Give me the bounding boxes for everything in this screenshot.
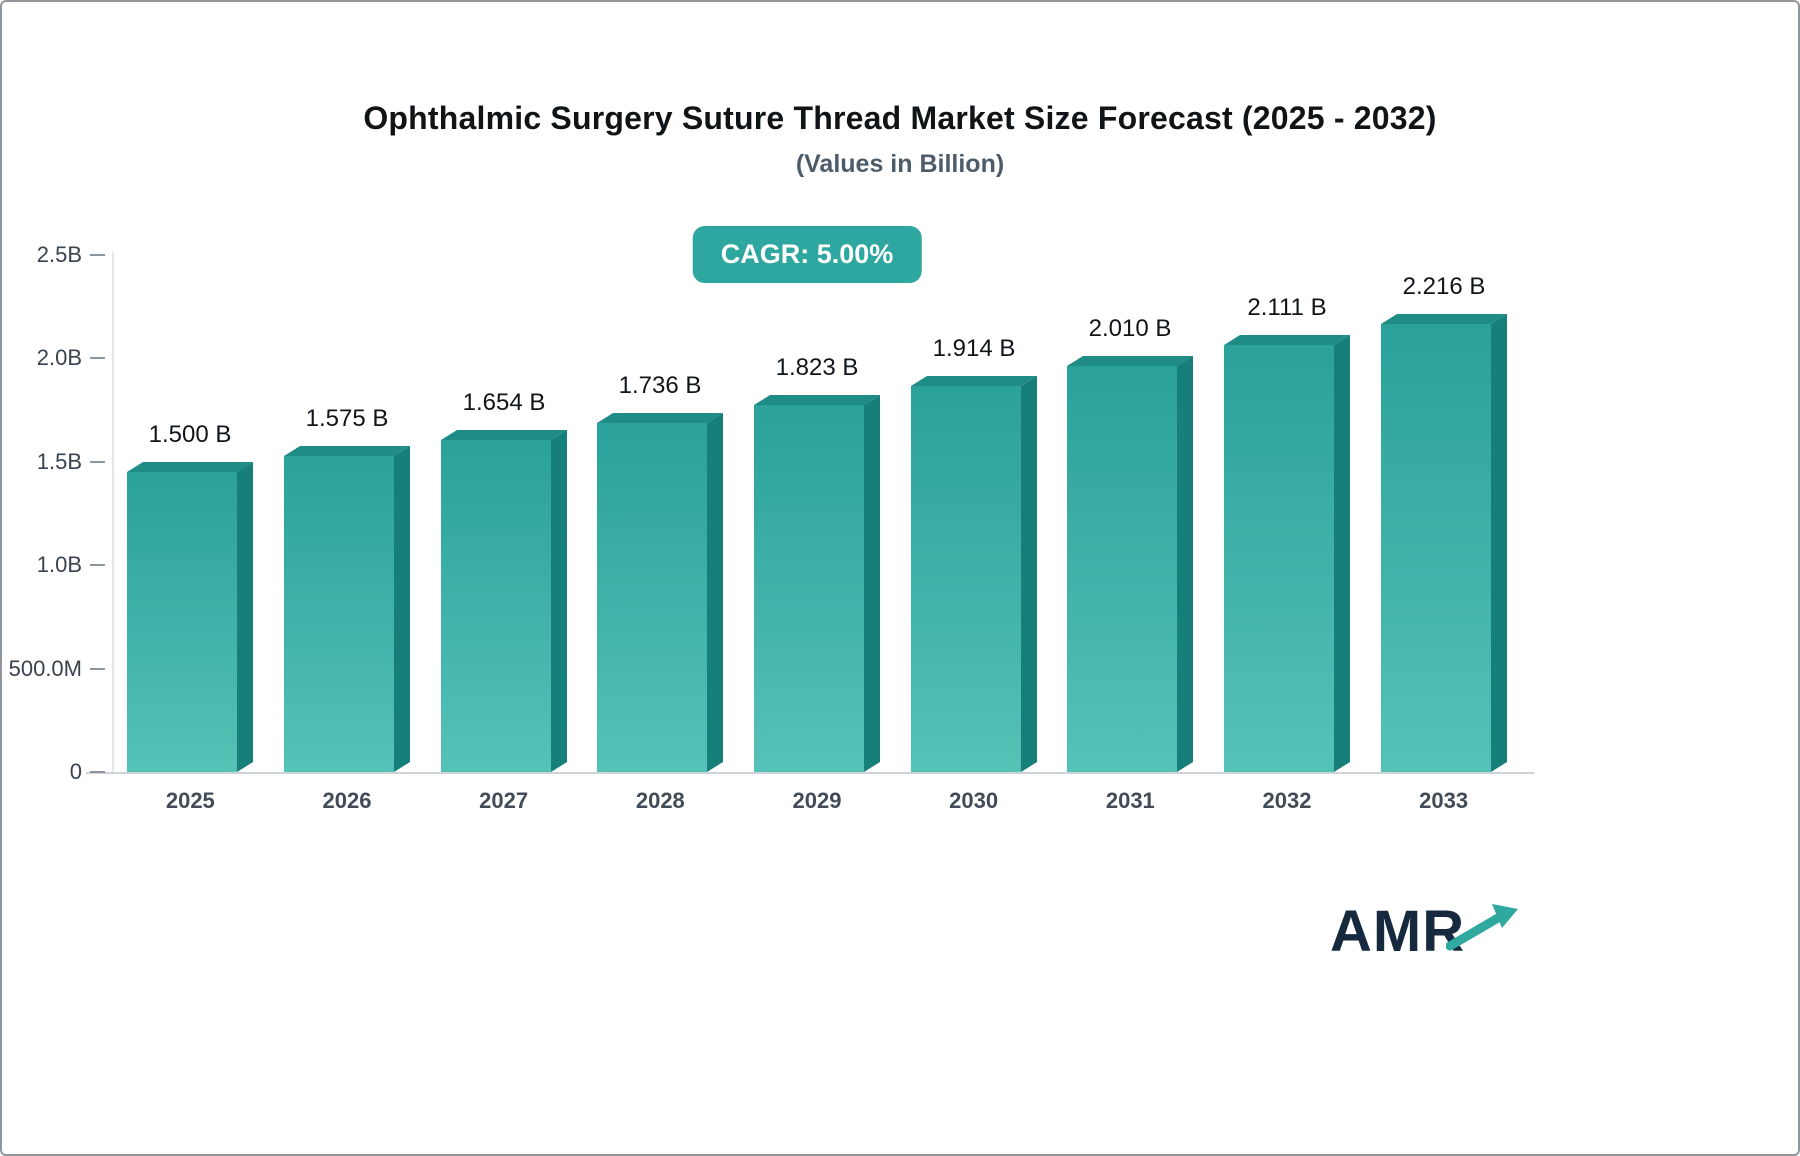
chart-subtitle: (Values in Billion) xyxy=(795,150,1005,178)
bar-top-face xyxy=(597,413,723,423)
y-axis-tick-mark xyxy=(90,667,105,670)
bar-value-label: 2.111 B xyxy=(1247,294,1327,321)
bar-side-face xyxy=(394,446,410,772)
x-axis-label: 2031 xyxy=(1105,788,1155,813)
bar xyxy=(1067,356,1193,772)
bar-top-face xyxy=(1381,314,1507,324)
y-axis-tick-mark xyxy=(90,771,105,773)
bar xyxy=(911,376,1037,772)
chart-title: Ophthalmic Surgery Suture Thread Market … xyxy=(363,100,1437,136)
bar-front-face xyxy=(127,472,237,772)
bar-top-face xyxy=(441,430,567,440)
cagr-badge: CAGR: 5.00% xyxy=(692,226,922,283)
bar-front-face xyxy=(1224,345,1334,772)
x-axis-label: 2025 xyxy=(165,788,215,813)
y-axis-tick-label: 1.0B xyxy=(36,552,82,578)
bar-front-face xyxy=(1381,324,1491,772)
bar-top-face xyxy=(1224,335,1350,345)
bar-top-face xyxy=(911,376,1037,386)
x-axis-label: 2033 xyxy=(1419,788,1469,813)
bar-side-face xyxy=(707,413,723,772)
bar-top-face xyxy=(754,395,880,405)
x-axis-label: 2029 xyxy=(792,788,842,813)
bar-value-label: 1.500 B xyxy=(148,421,232,448)
bar xyxy=(441,430,567,772)
bar-value-label: 1.914 B xyxy=(932,335,1016,362)
bar xyxy=(597,413,723,772)
amr-logo-text: AMR xyxy=(1330,899,1466,964)
amr-logo-arrow-icon xyxy=(1446,904,1518,951)
bar-top-face xyxy=(127,462,253,472)
bar-value-label: 1.575 B xyxy=(305,405,389,432)
bar-value-label: 1.654 B xyxy=(462,389,546,416)
bar-side-face xyxy=(1021,376,1037,772)
bar xyxy=(127,462,253,772)
y-axis-tick-mark xyxy=(90,254,105,256)
bar-side-face xyxy=(237,462,253,772)
bar xyxy=(754,395,880,772)
y-axis-tick-label: 1.5B xyxy=(36,448,82,474)
bar xyxy=(284,446,410,772)
bar-value-label: 2.010 B xyxy=(1088,315,1172,342)
y-axis-line xyxy=(112,252,114,773)
x-axis-label: 2030 xyxy=(949,788,999,813)
bar-side-face xyxy=(1491,314,1507,772)
bar-top-face xyxy=(284,446,410,456)
y-axis-tick-mark xyxy=(90,357,105,360)
y-axis-tick-mark xyxy=(90,460,105,463)
y-axis-tick-label: 500.0M xyxy=(8,655,82,681)
bar-top-face xyxy=(1067,356,1193,366)
bar-value-label: 1.823 B xyxy=(775,354,859,381)
bar-front-face xyxy=(284,456,394,772)
x-axis-label: 2032 xyxy=(1262,788,1312,813)
bar xyxy=(1224,335,1350,772)
bar-value-label: 2.216 B xyxy=(1402,273,1486,300)
bar-front-face xyxy=(441,440,551,772)
bar-front-face xyxy=(754,405,864,772)
bar-side-face xyxy=(551,430,567,772)
x-axis-label: 2028 xyxy=(635,788,685,813)
y-axis-tick-mark xyxy=(90,564,105,567)
amr-logo: AMR xyxy=(1330,898,1540,984)
bar-front-face xyxy=(1067,366,1177,772)
bar-front-face xyxy=(911,386,1021,772)
bar-side-face xyxy=(1177,356,1193,772)
bar-value-label: 1.736 B xyxy=(618,372,702,399)
y-axis-tick-label: 2.5B xyxy=(36,242,82,267)
bar-side-face xyxy=(864,395,880,772)
y-axis-tick-label: 2.0B xyxy=(36,345,82,371)
bar xyxy=(1381,314,1507,772)
y-axis-tick-label: 0 xyxy=(69,759,82,784)
x-axis-label: 2027 xyxy=(479,788,529,813)
x-axis-line xyxy=(86,772,1534,774)
bar-front-face xyxy=(597,423,707,772)
x-axis-label: 2026 xyxy=(322,788,372,813)
bar-side-face xyxy=(1334,335,1350,772)
